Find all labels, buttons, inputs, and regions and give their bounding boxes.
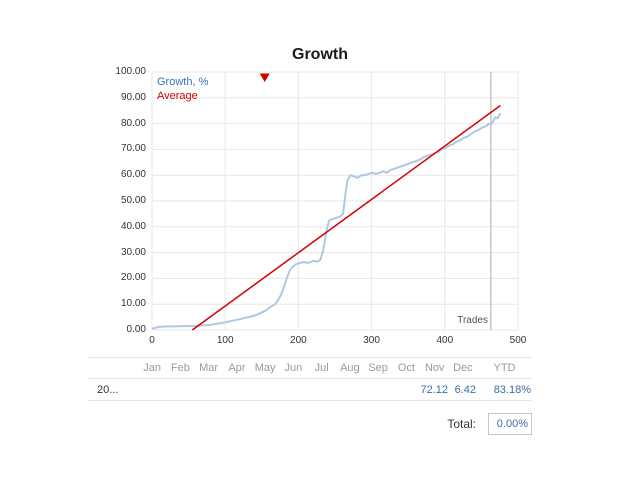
month-value (195, 384, 223, 396)
month-value (166, 384, 194, 396)
month-value (251, 384, 279, 396)
month-label-nov: Nov (424, 362, 445, 374)
x-tick-label: 100 (216, 335, 234, 346)
y-tick-label: 10.00 (120, 298, 146, 310)
month-label-aug: Aug (340, 362, 360, 374)
month-value (336, 384, 364, 396)
total-label: Total: (447, 417, 476, 431)
month-value (279, 384, 307, 396)
y-tick-label: 90.00 (120, 91, 146, 103)
month-value: 72.12 (420, 383, 449, 396)
y-tick-label: 70.00 (120, 143, 146, 155)
table-row: 20... 72.12 6.42 83.18% (88, 379, 532, 401)
legend-average-label: Average (157, 90, 198, 102)
y-tick-label: 20.00 (120, 272, 146, 284)
month-label-jan: Jan (143, 362, 161, 374)
month-value (364, 384, 392, 396)
month-label-jun: Jun (284, 362, 303, 374)
month-value: 83.18% (493, 383, 531, 396)
month-label-mar: Mar (199, 362, 219, 374)
month-value (308, 384, 336, 396)
total-value: 0.00% (488, 413, 532, 435)
x-tick-label: 300 (363, 335, 380, 346)
x-axis-note: Trades (457, 315, 488, 326)
page-title: Growth (292, 46, 348, 63)
month-label-ytd: YTD (493, 362, 516, 374)
month-value: 6.42 (454, 383, 476, 396)
y-tick-label: 0.00 (126, 324, 146, 335)
y-tick-label: 60.00 (120, 169, 146, 181)
month-label-sep: Sep (368, 362, 388, 374)
y-tick-label: 100.00 (115, 66, 146, 77)
y-tick-label: 50.00 (120, 195, 146, 206)
month-label-feb: Feb (170, 362, 190, 374)
year-label: 20... (97, 383, 119, 396)
month-value (138, 384, 166, 396)
monthly-growth-table: Jan Feb Mar Apr May Jun Jul Aug Sep Oct Nov Dec YTD … (88, 357, 532, 401)
month-label-apr: Apr (228, 362, 246, 374)
y-tick-label: 30.00 (120, 246, 146, 258)
month-label-may: May (254, 362, 276, 374)
y-tick-label: 80.00 (120, 117, 146, 129)
chart-canvas (151, 71, 519, 331)
x-tick-label: 0 (149, 335, 155, 346)
growth-line (151, 112, 502, 330)
legend-growth-label: Growth, % (157, 76, 209, 88)
year-values: 72.12 6.42 83.18% (138, 384, 532, 396)
average-line (191, 104, 501, 331)
month-label-jul: Jul (314, 362, 329, 374)
month-label-dec: Dec (453, 362, 473, 374)
x-tick-label: 400 (436, 335, 454, 346)
marker-triangle-icon (259, 73, 270, 82)
month-value (223, 384, 251, 396)
months-header-row: Jan Feb Mar Apr May Jun Jul Aug Sep Oct Nov Dec YTD (88, 357, 532, 379)
x-tick-label: 500 (509, 335, 527, 346)
month-value (392, 384, 420, 396)
total-row: Total: 0.00% (88, 412, 532, 436)
growth-chart: Growth, % Average Trades (151, 71, 519, 331)
x-tick-label: 200 (290, 335, 307, 346)
chart-legend: Growth, % Average (157, 75, 208, 103)
y-tick-label: 40.00 (120, 220, 146, 232)
month-label-oct: Oct (397, 362, 415, 374)
